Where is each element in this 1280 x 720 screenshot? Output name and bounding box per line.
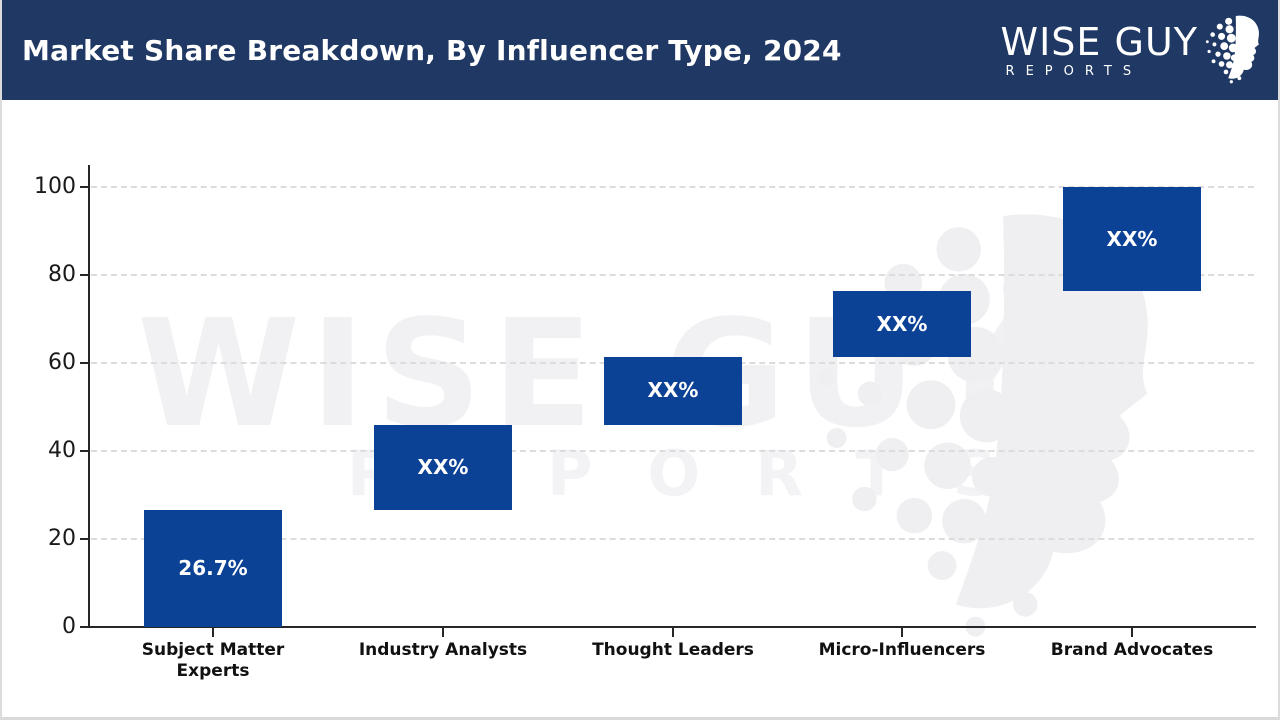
x-axis-category-label: Micro-Influencers <box>818 640 986 660</box>
gridline <box>91 538 1254 540</box>
x-axis-tick <box>1131 628 1133 637</box>
x-axis-category-label: Thought Leaders <box>592 640 754 660</box>
y-axis-tick <box>80 450 89 452</box>
y-axis-tick-label: 20 <box>48 526 76 551</box>
logo-text: WISE GUY REPORTS <box>1000 20 1198 79</box>
x-axis-line <box>88 626 1256 628</box>
x-axis-tick <box>672 628 674 637</box>
bar-segment: XX% <box>374 424 512 510</box>
wise-guy-reports-logo: WISE GUY REPORTS <box>1001 8 1266 94</box>
bar-segment: XX% <box>833 291 971 358</box>
bar-value-label: XX% <box>1106 227 1158 251</box>
y-axis-tick <box>80 626 89 628</box>
y-axis-tick-label: 60 <box>48 350 76 375</box>
bar-value-label: XX% <box>876 312 928 337</box>
logo-subtitle: REPORTS <box>1005 63 1143 79</box>
x-axis-category-label: Industry Analysts <box>358 640 528 660</box>
bar-value-label: 26.7% <box>178 555 248 580</box>
gridline <box>91 450 1254 452</box>
bar-segment: XX% <box>604 357 742 425</box>
y-axis-tick <box>80 186 89 188</box>
logo-head-icon <box>1202 14 1266 89</box>
bar-value-label: XX% <box>417 454 469 479</box>
y-axis-tick-label: 40 <box>48 438 76 463</box>
x-axis-category-label: Subject Matter Experts <box>141 640 285 682</box>
y-axis-tick <box>80 538 89 540</box>
bar-value-label: XX% <box>647 378 699 403</box>
y-axis-line <box>88 165 90 628</box>
logo-wordmark: WISE GUY <box>1000 20 1198 65</box>
bar-segment: XX% <box>1063 187 1201 292</box>
y-axis-tick <box>80 274 89 276</box>
x-axis-category-label: Brand Advocates <box>1050 640 1214 660</box>
bar-segment: 26.7% <box>144 509 282 627</box>
y-axis-tick-label: 100 <box>34 174 76 199</box>
header-bar: Market Share Breakdown, By Influencer Ty… <box>2 0 1278 100</box>
x-axis-tick <box>442 628 444 637</box>
gridline <box>91 274 1254 276</box>
x-axis-tick <box>901 628 903 637</box>
y-axis-tick-label: 0 <box>62 614 76 639</box>
y-axis-tick <box>80 362 89 364</box>
x-axis-tick <box>212 628 214 637</box>
gridline <box>91 186 1254 188</box>
y-axis-tick-label: 80 <box>48 262 76 287</box>
page-title: Market Share Breakdown, By Influencer Ty… <box>22 33 842 67</box>
